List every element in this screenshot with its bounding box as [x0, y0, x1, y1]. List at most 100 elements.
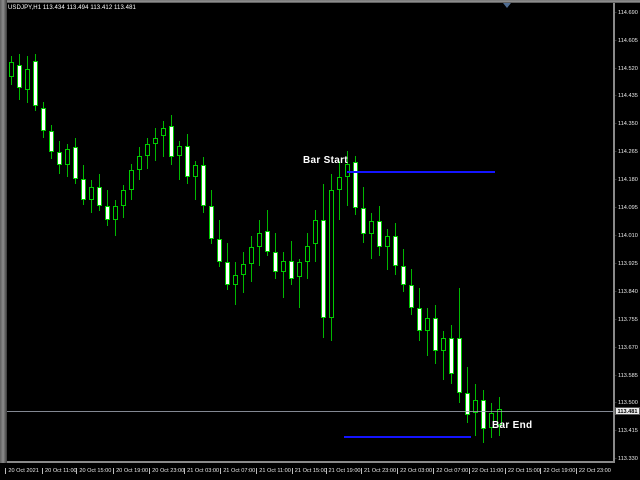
candle-body-up	[241, 263, 246, 276]
candle-body-up	[89, 186, 94, 200]
current-price-badge: 113.481	[615, 407, 640, 415]
candle-wick	[155, 127, 156, 161]
price-tick-1: ·114.605	[615, 37, 640, 45]
time-tick-10: 21 Oct 23:00	[361, 467, 397, 475]
time-tick-label: 22 Oct 15:00	[507, 468, 540, 474]
price-tick-dash-icon: ·	[615, 149, 617, 155]
time-tick-label: 22 Oct 11:00	[471, 468, 504, 474]
candle-body-up	[369, 221, 374, 235]
candle-body-down	[465, 393, 470, 415]
candle-body-down	[49, 131, 54, 153]
time-tick-mark-icon	[76, 468, 78, 474]
candle-body-down	[169, 126, 174, 158]
annotation-label-1[interactable]: Bar End	[492, 420, 533, 431]
price-tick-15: ·113.415	[615, 427, 640, 435]
chart-plot-area[interactable]: Bar Start Bar End	[7, 3, 613, 461]
candle-body-down	[17, 65, 22, 89]
symbol-ohlc-header: USDJPY,H1 113.434 113.494 113.412 113.48…	[8, 5, 136, 11]
candle-body-up	[305, 245, 310, 263]
price-tick-dash-icon: ·	[615, 205, 617, 211]
current-price-line	[7, 411, 613, 412]
candle-body-up	[161, 127, 166, 136]
candle-body-down	[289, 260, 294, 279]
time-tick-12: 22 Oct 07:00	[433, 467, 468, 475]
time-tick-label: 20 Oct 19:00	[116, 468, 149, 474]
price-tick-label: 113.330	[618, 456, 638, 462]
candle-body-up	[441, 337, 446, 351]
time-tick-11: 22 Oct 03:00	[397, 467, 433, 475]
candle-body-down	[201, 165, 206, 207]
candle-body-up	[121, 190, 126, 207]
price-tick-label: 114.180	[618, 177, 638, 183]
price-tick-dash-icon: ·	[615, 233, 617, 239]
time-axis[interactable]: 20 Oct 2021 20 Oct 11:00 20 Oct 15:00 20 Oc…	[5, 463, 613, 480]
time-tick-mark-icon	[575, 468, 577, 474]
price-tick-dash-icon: ·	[615, 289, 617, 295]
price-tick-label: 114.690	[618, 10, 638, 16]
price-tick-label: 113.585	[618, 373, 638, 379]
price-tick-8: ·114.010	[615, 232, 640, 240]
annotation-line-1[interactable]	[344, 436, 471, 438]
time-tick-label: 20 Oct 2021	[8, 468, 39, 474]
price-tick-label: 114.265	[618, 149, 638, 155]
candle-body-down	[185, 145, 190, 177]
time-tick-mark-icon	[113, 468, 115, 474]
annotation-label-0[interactable]: Bar Start	[303, 155, 348, 166]
candle-body-up	[497, 409, 502, 425]
time-tick-mark-icon	[397, 468, 399, 474]
price-tick-dash-icon: ·	[615, 66, 617, 72]
candle-body-up	[137, 155, 142, 171]
candle-body-down	[377, 221, 382, 248]
time-tick-0: 20 Oct 2021	[5, 467, 39, 475]
candle-body-up	[25, 68, 30, 91]
price-tick-dash-icon: ·	[615, 456, 617, 462]
time-tick-15: 22 Oct 19:00	[540, 467, 575, 475]
price-tick-16: ·113.330	[615, 455, 640, 463]
price-tick-dash-icon: ·	[615, 10, 617, 16]
candle-body-up	[193, 165, 198, 177]
time-tick-label: 22 Oct 23:00	[578, 468, 611, 474]
candle-body-up	[113, 206, 118, 220]
annotation-line-0[interactable]	[347, 171, 495, 173]
price-tick-dash-icon: ·	[615, 121, 617, 127]
time-tick-mark-icon	[325, 468, 327, 474]
candle-body-up	[249, 247, 254, 264]
time-tick-label: 21 Oct 03:00	[187, 468, 220, 474]
candle-wick	[179, 140, 180, 181]
time-tick-mark-icon	[256, 468, 258, 474]
window-left-border	[0, 0, 7, 463]
time-tick-label: 21 Oct 19:00	[328, 468, 361, 474]
candle-body-down	[57, 152, 62, 166]
price-tick-5: ·114.265	[615, 148, 640, 156]
candle-body-up	[129, 170, 134, 191]
time-tick-label: 21 Oct 23:00	[364, 468, 397, 474]
candle-body-down	[73, 147, 78, 179]
candle-body-up	[257, 232, 262, 248]
price-tick-label: 113.500	[618, 400, 638, 406]
candle-body-down	[209, 206, 214, 240]
price-tick-dash-icon: ·	[615, 428, 617, 434]
price-axis[interactable]: ·114.690·114.605·114.520·114.435·114.350…	[615, 3, 640, 463]
price-tick-label: 114.010	[618, 233, 638, 239]
price-tick-7: ·114.095	[615, 204, 640, 212]
price-tick-dash-icon: ·	[615, 400, 617, 406]
time-tick-mark-icon	[504, 468, 506, 474]
time-tick-5: 21 Oct 03:00	[184, 467, 220, 475]
price-tick-0: ·114.690	[615, 9, 640, 17]
candle-body-up	[385, 236, 390, 248]
time-tick-7: 21 Oct 11:00	[256, 467, 291, 475]
candle-wick	[427, 308, 428, 356]
candle-body-up	[297, 262, 302, 277]
time-tick-mark-icon	[433, 468, 435, 474]
candle-body-up	[281, 260, 286, 273]
time-tick-9: 21 Oct 19:00	[325, 467, 361, 475]
time-axis-separator	[7, 461, 613, 463]
candle-body-down	[105, 206, 110, 220]
time-tick-label: 22 Oct 03:00	[400, 468, 433, 474]
chart-top-marker-icon	[503, 3, 511, 8]
candle-body-down	[33, 60, 38, 107]
candle-body-up	[313, 219, 318, 245]
candle-wick	[387, 229, 388, 271]
price-tick-9: ·113.925	[615, 260, 640, 268]
price-tick-10: ·113.840	[615, 288, 640, 296]
